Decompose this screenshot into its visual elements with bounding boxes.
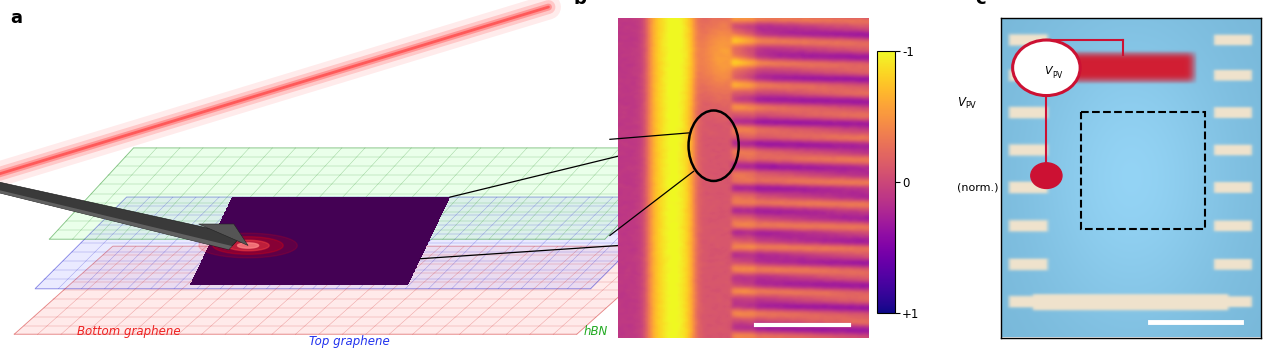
Text: $V$: $V$ bbox=[1044, 64, 1054, 76]
Text: hBN: hBN bbox=[584, 325, 608, 338]
Polygon shape bbox=[49, 148, 689, 239]
Text: Top graphene: Top graphene bbox=[309, 335, 390, 348]
Circle shape bbox=[1012, 40, 1081, 95]
Text: a: a bbox=[10, 9, 23, 27]
Text: c: c bbox=[976, 0, 986, 8]
Polygon shape bbox=[199, 233, 298, 258]
Text: $\mathrm{PV}$: $\mathrm{PV}$ bbox=[1052, 69, 1064, 80]
Text: $V_{\mathrm{PV}}$: $V_{\mathrm{PV}}$ bbox=[957, 96, 977, 111]
Polygon shape bbox=[227, 240, 269, 251]
Polygon shape bbox=[0, 185, 232, 250]
Polygon shape bbox=[237, 243, 258, 248]
Polygon shape bbox=[0, 179, 242, 250]
Polygon shape bbox=[35, 197, 682, 289]
Text: b: b bbox=[573, 0, 587, 8]
Text: Bottom graphene: Bottom graphene bbox=[77, 325, 181, 338]
Circle shape bbox=[1031, 163, 1062, 188]
Polygon shape bbox=[14, 246, 675, 334]
Text: (norm.): (norm.) bbox=[957, 182, 998, 193]
Polygon shape bbox=[213, 237, 284, 254]
Polygon shape bbox=[199, 224, 248, 246]
Bar bbox=[1082, 112, 1205, 229]
